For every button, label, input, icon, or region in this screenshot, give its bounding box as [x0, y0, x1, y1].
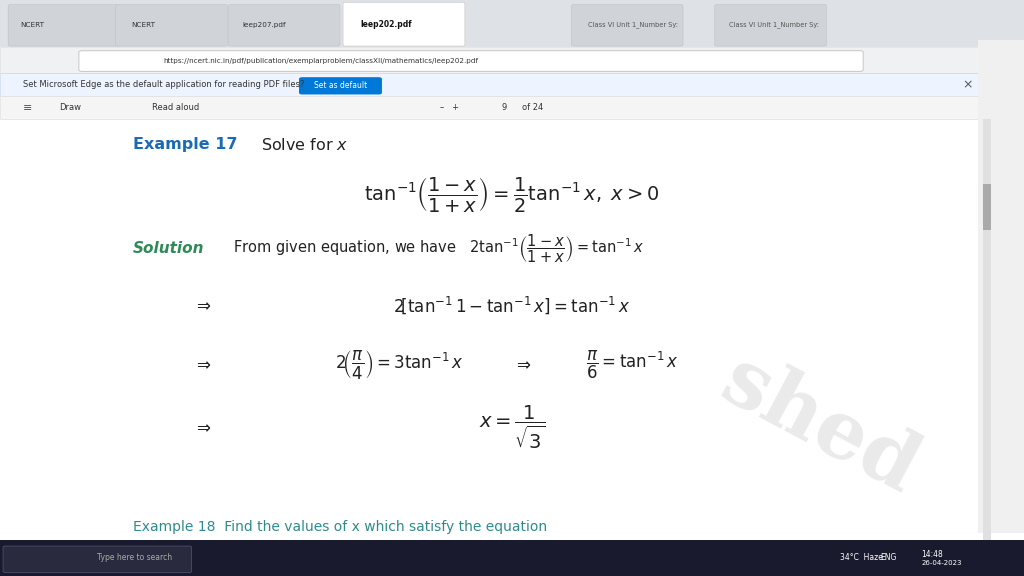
- Text: Set as default: Set as default: [314, 81, 368, 90]
- Bar: [983, 184, 991, 230]
- Text: Solve for $x$: Solve for $x$: [261, 137, 348, 153]
- Text: Set Microsoft Edge as the default application for reading PDF files?: Set Microsoft Edge as the default applic…: [23, 80, 304, 89]
- Text: Read aloud: Read aloud: [152, 103, 199, 112]
- Text: 34°C  Haze: 34°C Haze: [840, 553, 883, 562]
- Text: $2\!\left[\tan^{-1}1-\tan^{-1}x\right]=\tan^{-1}x$: $2\!\left[\tan^{-1}1-\tan^{-1}x\right]=\…: [393, 294, 631, 316]
- Bar: [978, 40, 1024, 533]
- Text: $2\!\left(\dfrac{\pi}{4}\right)=3\tan^{-1}x$: $2\!\left(\dfrac{\pi}{4}\right)=3\tan^{-…: [335, 348, 464, 381]
- Text: ≡: ≡: [23, 103, 32, 113]
- Text: 14:48: 14:48: [922, 550, 943, 559]
- Text: $\Rightarrow$: $\Rightarrow$: [193, 296, 211, 314]
- Text: leep207.pdf: leep207.pdf: [243, 22, 286, 28]
- Text: Type here to search: Type here to search: [97, 553, 172, 562]
- FancyBboxPatch shape: [116, 5, 227, 46]
- FancyBboxPatch shape: [715, 5, 826, 46]
- Text: Class VI Unit 1_Number Sy:: Class VI Unit 1_Number Sy:: [729, 21, 819, 28]
- Text: $x=\dfrac{1}{\sqrt{3}}$: $x=\dfrac{1}{\sqrt{3}}$: [478, 404, 546, 451]
- FancyBboxPatch shape: [3, 546, 191, 573]
- FancyBboxPatch shape: [79, 51, 863, 71]
- Text: –   +: – +: [440, 103, 460, 112]
- FancyBboxPatch shape: [8, 5, 120, 46]
- Text: NCERT: NCERT: [20, 22, 44, 28]
- Text: $\Rightarrow$: $\Rightarrow$: [513, 355, 531, 374]
- Text: https://ncert.nic.in/pdf/publication/exemplarproblem/classXII/mathematics/leep20: https://ncert.nic.in/pdf/publication/exe…: [164, 58, 479, 64]
- Bar: [0, 540, 1024, 576]
- Text: $\tan^{-1}\!\left(\dfrac{1-x}{1+x}\right)=\dfrac{1}{2}\tan^{-1}x,\; x>0$: $\tan^{-1}\!\left(\dfrac{1-x}{1+x}\right…: [365, 175, 659, 214]
- Bar: [0, 96, 1024, 119]
- Text: $\Rightarrow$: $\Rightarrow$: [193, 418, 211, 437]
- Bar: [0, 73, 1024, 96]
- Text: Example 18  Find the values of x which satisfy the equation: Example 18 Find the values of x which sa…: [133, 520, 547, 534]
- Bar: [0, 0, 1024, 47]
- Text: $\dfrac{\pi}{6}=\tan^{-1}x$: $\dfrac{\pi}{6}=\tan^{-1}x$: [587, 348, 679, 381]
- Text: 9: 9: [502, 103, 507, 112]
- FancyBboxPatch shape: [571, 5, 683, 46]
- Text: Solution: Solution: [133, 241, 205, 256]
- Text: ENG: ENG: [881, 553, 897, 562]
- FancyBboxPatch shape: [228, 5, 340, 46]
- FancyBboxPatch shape: [299, 77, 382, 94]
- Text: From given equation, we have   $2\tan^{-1}\!\left(\dfrac{1-x}{1+x}\right)=\tan^{: From given equation, we have $2\tan^{-1}…: [233, 233, 644, 265]
- Text: Example 17: Example 17: [133, 137, 238, 152]
- Text: Class VI Unit 1_Number Sy:: Class VI Unit 1_Number Sy:: [588, 21, 678, 28]
- Text: leep202.pdf: leep202.pdf: [360, 20, 412, 29]
- Text: NCERT: NCERT: [131, 22, 155, 28]
- Text: of 24: of 24: [522, 103, 544, 112]
- FancyBboxPatch shape: [343, 2, 465, 46]
- Bar: [983, 119, 991, 540]
- Bar: [0, 47, 1024, 73]
- Text: ×: ×: [963, 78, 973, 91]
- Text: Draw: Draw: [59, 103, 81, 112]
- Text: 26-04-2023: 26-04-2023: [922, 560, 963, 566]
- Text: $\Rightarrow$: $\Rightarrow$: [193, 355, 211, 374]
- Text: shed: shed: [708, 342, 931, 510]
